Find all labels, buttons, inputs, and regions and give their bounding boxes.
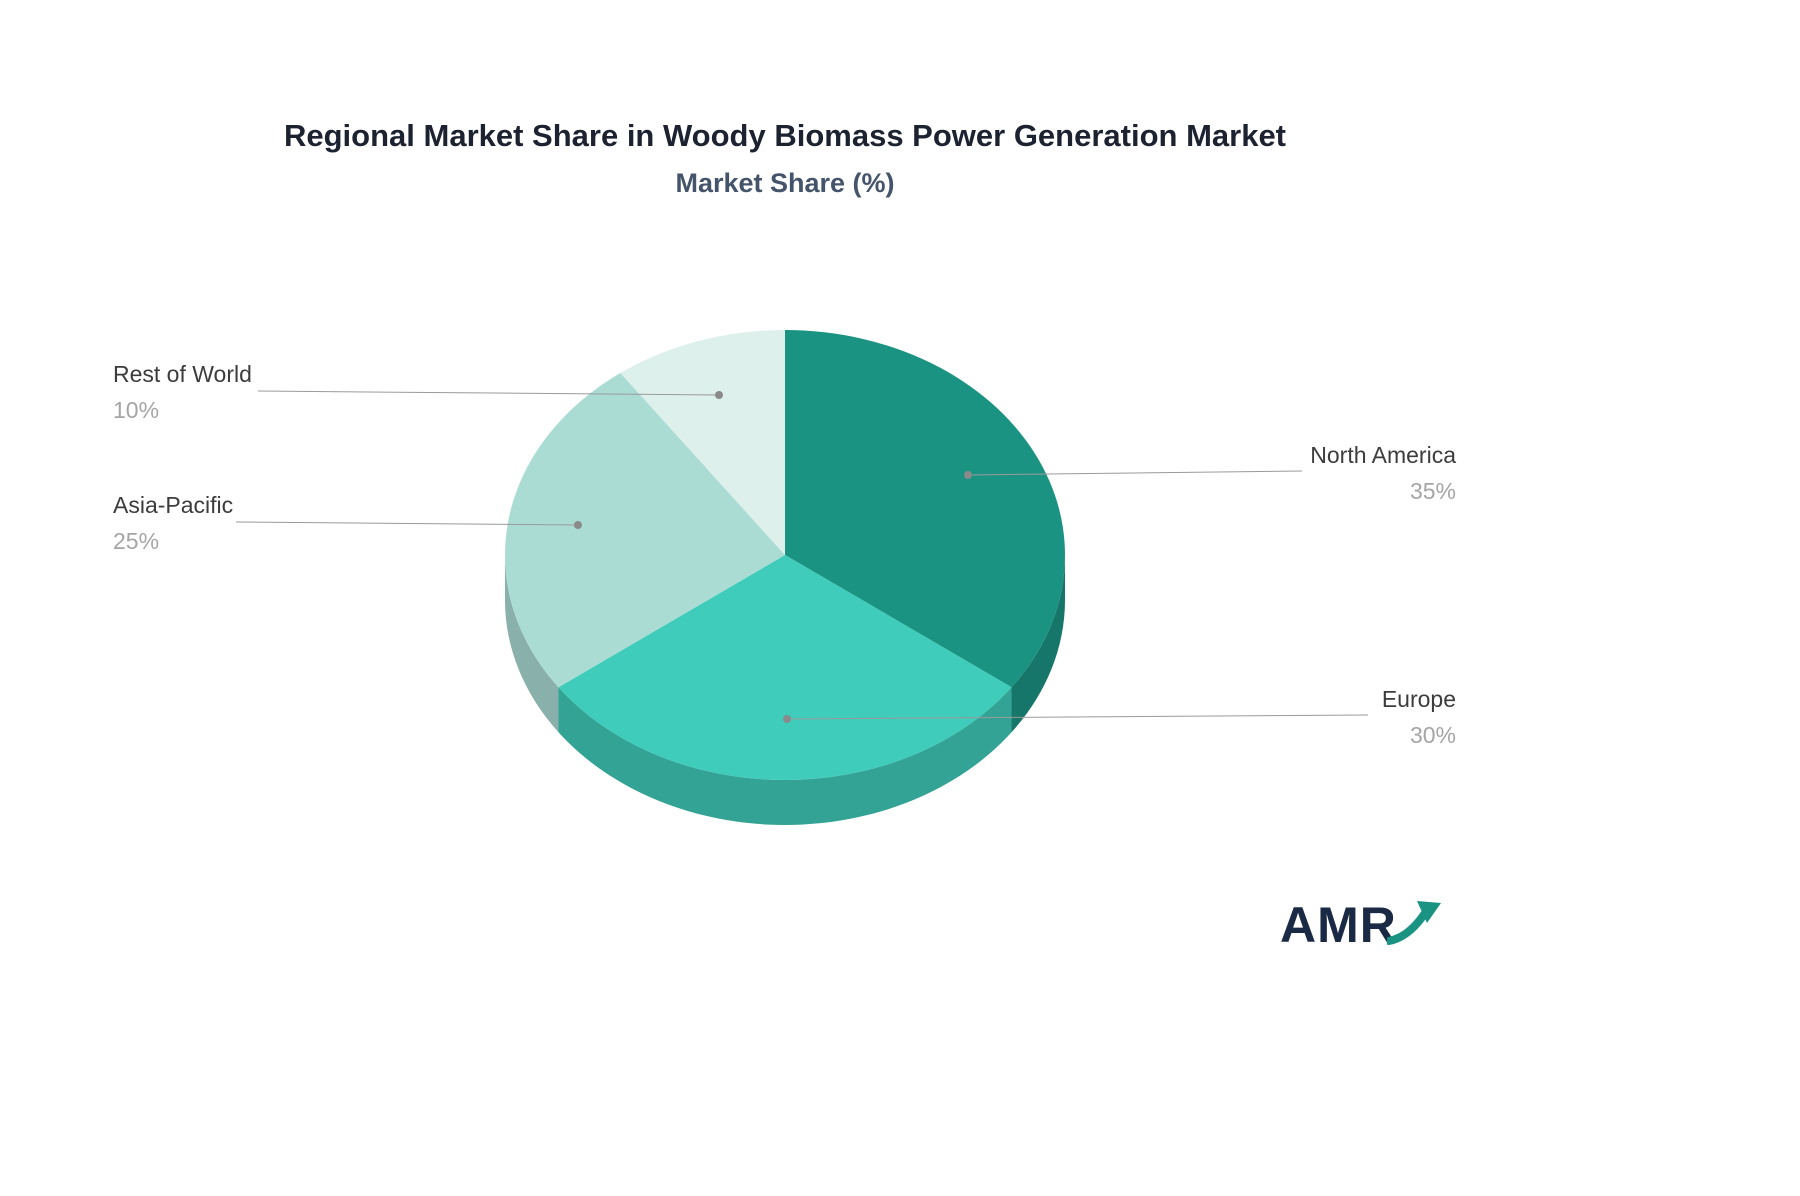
pie-wall-europe	[558, 687, 1012, 825]
label-rest-of-world-name: Rest of World	[113, 361, 252, 387]
label-asia-pacific-value: 25%	[113, 528, 160, 554]
pie-slice-europe	[558, 555, 1012, 780]
label-north-america-name: North America	[1310, 442, 1456, 468]
amr-logo-arrow-icon	[1386, 901, 1441, 945]
leader-line-europe	[786, 714, 1369, 720]
pie-slice-north-america	[785, 330, 1065, 688]
leader-line-asia-pacific	[235, 521, 579, 526]
label-rest-of-world: Rest of World 10%	[113, 363, 252, 422]
pie-slice-rest-of-world	[620, 330, 785, 555]
label-asia-pacific-name: Asia-Pacific	[113, 492, 234, 518]
label-europe-value: 30%	[1409, 722, 1456, 748]
leader-dot-north-america	[964, 471, 972, 479]
pie-wall-asia-pacific	[505, 555, 559, 733]
amr-logo: AMR	[1280, 896, 1443, 954]
leader-dot-asia-pacific	[574, 521, 582, 529]
leader-dot-rest-of-world	[715, 391, 723, 399]
leader-line-north-america	[967, 470, 1303, 476]
label-rest-of-world-value: 10%	[113, 397, 160, 423]
amr-logo-text: AMR	[1280, 897, 1397, 953]
pie-wall-north-america	[1011, 555, 1065, 733]
chart-subtitle: Market Share (%)	[675, 168, 895, 198]
label-north-america-value: 35%	[1409, 478, 1456, 504]
chart-title: Regional Market Share in Woody Biomass P…	[283, 118, 1287, 153]
leader-line-rest-of-world	[257, 390, 720, 396]
label-europe: Europe 30%	[1382, 688, 1456, 747]
leader-dot-europe	[783, 715, 791, 723]
label-asia-pacific: Asia-Pacific 25%	[113, 494, 233, 553]
pie-slice-asia-pacific	[505, 372, 785, 688]
label-north-america: North America 35%	[1310, 444, 1456, 503]
label-europe-name: Europe	[1381, 686, 1456, 712]
